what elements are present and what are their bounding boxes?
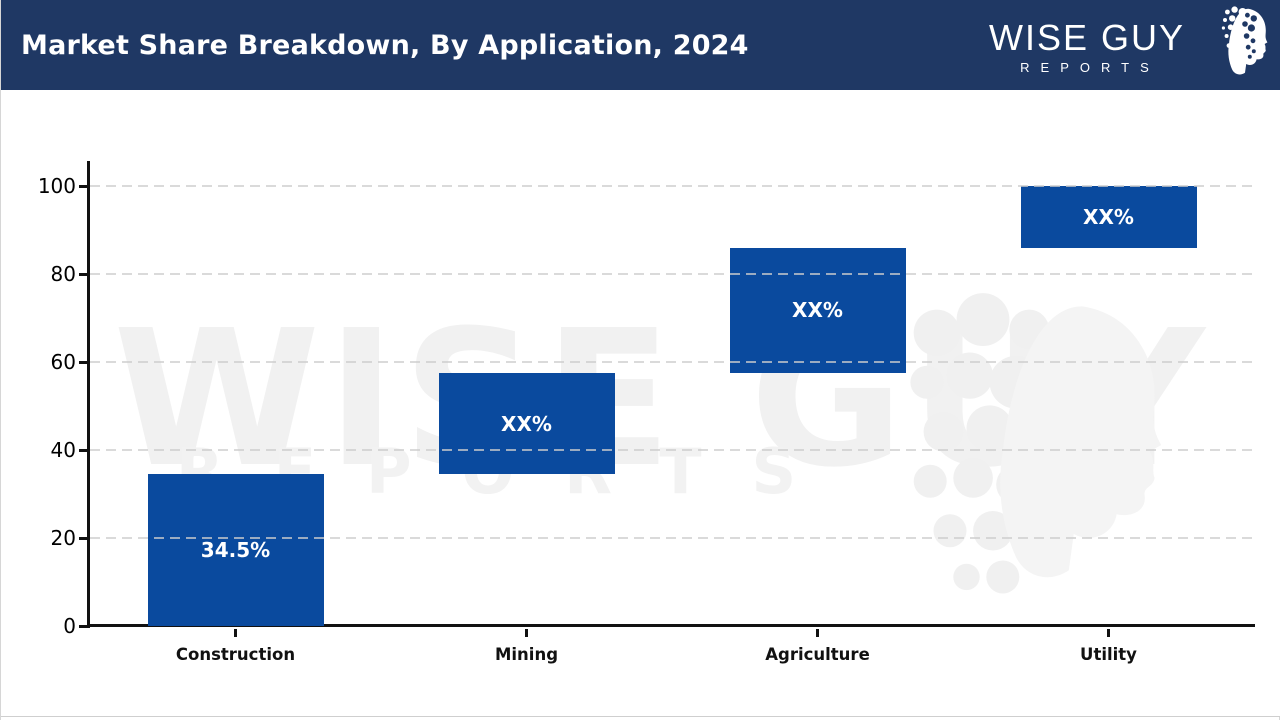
y-tick-label: 40	[50, 438, 76, 462]
y-tick-label: 60	[50, 350, 76, 374]
y-tick-label: 0	[63, 614, 76, 638]
y-tick-mark	[79, 184, 90, 188]
brand-logo: WISE GUY REPORTS	[989, 4, 1269, 88]
gridline-y80	[90, 273, 1254, 275]
gridline-y40	[90, 449, 1254, 451]
x-category-label: Mining	[494, 645, 559, 664]
bar-agriculture	[729, 247, 906, 373]
bar-value-label: XX%	[501, 411, 552, 436]
brand-name: WISE GUY	[988, 16, 1185, 58]
y-tick-mark	[79, 448, 90, 452]
logo-head-icon	[1189, 4, 1269, 88]
bar-construction	[147, 474, 324, 626]
x-tick-mark	[234, 629, 237, 637]
bar-value-label: 34.5%	[200, 538, 271, 563]
y-tick-mark	[79, 624, 90, 628]
bar-value-label: XX%	[792, 298, 843, 323]
x-category-label: Agriculture	[765, 645, 870, 664]
y-tick-label: 80	[50, 262, 76, 286]
gridline-y20	[90, 537, 1254, 539]
y-tick-mark	[79, 360, 90, 364]
gridline-y100	[90, 185, 1254, 187]
page-title: Market Share Breakdown, By Application, …	[21, 29, 749, 61]
chart-canvas: WISE GUY REPORTS 02040608010034.5%XX%XX%…	[1, 90, 1280, 717]
plot-area: 0 20 40 60 80 100 34.5% XX% XX% XX% Construction Mi…	[38, 163, 1254, 664]
y-axis-line	[87, 161, 90, 628]
y-tick-mark	[79, 272, 90, 276]
x-tick-mark	[816, 629, 819, 637]
watermark-head-icon	[851, 220, 1181, 664]
y-tick-label: 20	[50, 526, 76, 550]
bar-mining	[438, 373, 615, 475]
y-tick-label: 100	[37, 174, 76, 198]
x-tick-mark	[1107, 629, 1110, 637]
bar-value-label: XX%	[1083, 204, 1134, 229]
bar-utility	[1020, 186, 1197, 248]
x-axis-line	[87, 624, 1255, 627]
brand-subname: REPORTS	[1020, 59, 1160, 75]
x-tick-mark	[525, 629, 528, 637]
brand-logo-text: WISE GUY REPORTS	[988, 16, 1185, 75]
x-category-label: Utility	[1080, 645, 1137, 664]
x-category-label: Construction	[175, 645, 296, 664]
y-tick-mark	[79, 536, 90, 540]
gridline-y60	[90, 361, 1254, 363]
header-bar: Market Share Breakdown, By Application, …	[1, 0, 1280, 90]
